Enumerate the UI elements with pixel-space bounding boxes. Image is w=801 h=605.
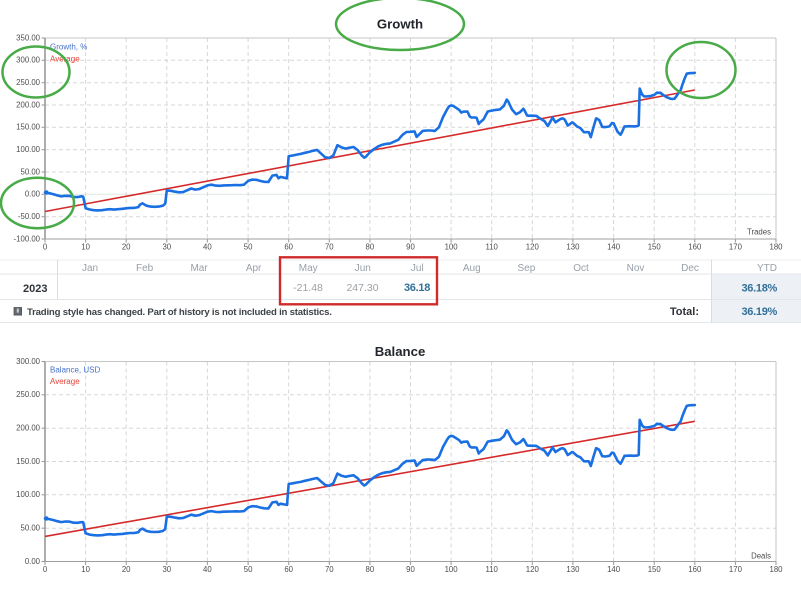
svg-text:Jan: Jan (82, 263, 98, 274)
svg-text:10: 10 (81, 243, 90, 252)
svg-text:Total:: Total: (670, 306, 699, 318)
svg-text:Balance: Balance (375, 344, 426, 359)
svg-text:90: 90 (406, 243, 415, 252)
svg-text:70: 70 (325, 243, 334, 252)
svg-text:-100.00: -100.00 (14, 234, 41, 243)
svg-text:36.18%: 36.18% (741, 283, 777, 295)
svg-text:180: 180 (769, 243, 783, 252)
svg-text:90: 90 (406, 565, 415, 574)
svg-text:50.00: 50.00 (20, 167, 40, 176)
svg-text:350.00: 350.00 (16, 33, 41, 42)
svg-text:70: 70 (325, 565, 334, 574)
svg-text:120: 120 (526, 565, 540, 574)
svg-text:Apr: Apr (246, 263, 262, 274)
svg-text:Feb: Feb (136, 263, 154, 274)
svg-text:300.00: 300.00 (16, 357, 41, 366)
svg-text:2023: 2023 (23, 283, 47, 295)
svg-text:60: 60 (284, 565, 293, 574)
svg-text:110: 110 (485, 565, 498, 574)
svg-text:YTD: YTD (757, 263, 777, 274)
svg-text:247.30: 247.30 (346, 282, 378, 294)
svg-text:Mar: Mar (190, 263, 208, 274)
svg-text:160: 160 (688, 243, 702, 252)
svg-text:50: 50 (244, 565, 253, 574)
svg-text:-50.00: -50.00 (18, 212, 41, 221)
svg-text:Dec: Dec (681, 263, 699, 274)
svg-text:130: 130 (566, 243, 580, 252)
svg-text:170: 170 (729, 565, 743, 574)
svg-text:Oct: Oct (573, 263, 589, 274)
svg-text:160: 160 (688, 565, 702, 574)
svg-text:Jun: Jun (355, 263, 371, 274)
svg-text:Trades: Trades (747, 228, 771, 237)
svg-text:130: 130 (566, 565, 580, 574)
svg-text:30: 30 (162, 243, 171, 252)
svg-text:36.18: 36.18 (404, 282, 430, 294)
svg-text:150: 150 (648, 243, 662, 252)
svg-text:Average: Average (50, 377, 80, 386)
svg-text:0.00: 0.00 (25, 557, 41, 566)
svg-text:100.00: 100.00 (16, 490, 41, 499)
svg-text:Nov: Nov (627, 263, 645, 274)
svg-text:100: 100 (445, 565, 459, 574)
svg-text:10: 10 (81, 565, 90, 574)
svg-text:Aug: Aug (463, 263, 481, 274)
svg-text:20: 20 (122, 565, 131, 574)
svg-text:300.00: 300.00 (16, 56, 41, 65)
svg-text:40: 40 (203, 565, 212, 574)
svg-text:80: 80 (366, 565, 375, 574)
svg-text:150.00: 150.00 (16, 457, 41, 466)
svg-text:180: 180 (769, 565, 783, 574)
svg-text:200.00: 200.00 (16, 424, 41, 433)
svg-text:20: 20 (122, 243, 131, 252)
svg-text:May: May (299, 263, 318, 274)
svg-text:250.00: 250.00 (16, 390, 41, 399)
svg-text:250.00: 250.00 (16, 78, 41, 87)
svg-text:30: 30 (162, 565, 171, 574)
svg-text:50: 50 (244, 243, 253, 252)
svg-text:200.00: 200.00 (16, 100, 41, 109)
svg-text:140: 140 (607, 243, 621, 252)
svg-text:Deals: Deals (751, 552, 771, 561)
svg-text:100.00: 100.00 (16, 145, 41, 154)
svg-text:0: 0 (43, 243, 48, 252)
svg-text:80: 80 (366, 243, 375, 252)
svg-text:150: 150 (648, 565, 662, 574)
svg-text:Growth: Growth (377, 16, 423, 31)
svg-text:100: 100 (445, 243, 459, 252)
svg-text:120: 120 (526, 243, 540, 252)
svg-text:Trading style has changed. Par: Trading style has changed. Part of histo… (27, 307, 332, 318)
svg-text:Jul: Jul (411, 263, 424, 274)
svg-text:150.00: 150.00 (16, 123, 41, 132)
svg-text:36.19%: 36.19% (741, 306, 777, 318)
svg-text:Balance, USD: Balance, USD (50, 366, 100, 375)
svg-text:Sep: Sep (518, 263, 536, 274)
svg-text:60: 60 (284, 243, 293, 252)
svg-text:140: 140 (607, 565, 621, 574)
svg-text:50.00: 50.00 (20, 524, 40, 533)
svg-text:-21.48: -21.48 (293, 282, 323, 294)
svg-text:0: 0 (43, 565, 48, 574)
svg-text:40: 40 (203, 243, 212, 252)
svg-text:170: 170 (729, 243, 743, 252)
svg-text:0.00: 0.00 (25, 190, 41, 199)
svg-text:110: 110 (485, 243, 498, 252)
